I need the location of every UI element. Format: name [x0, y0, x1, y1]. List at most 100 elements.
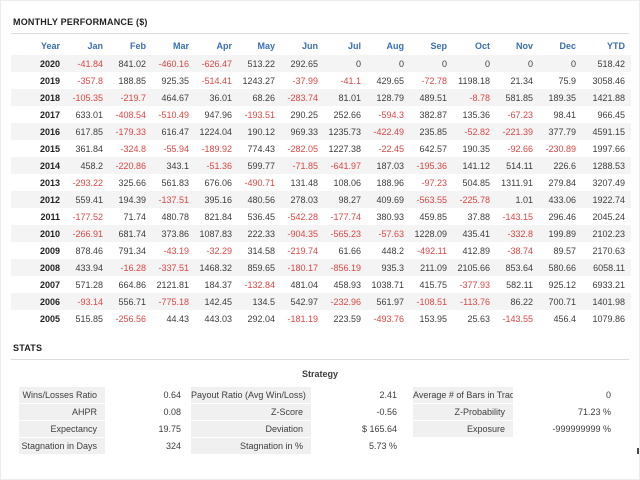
- stat-pair: Average # of Bars in Trade 0: [413, 387, 619, 403]
- value-cell: -856.19: [330, 262, 361, 273]
- table-row: 2012 559.41 194.39 -137.51 395.16 480.56 278.0…: [11, 191, 631, 208]
- value-cell: 81.01: [338, 92, 361, 103]
- column-header-apr: Apr: [216, 40, 233, 51]
- value-cell: 61.66: [338, 245, 361, 256]
- value-cell: 380.93: [376, 211, 404, 222]
- year-cell: 2009: [39, 245, 60, 256]
- value-cell: -256.56: [115, 313, 146, 324]
- stat-value: 0: [513, 387, 619, 403]
- value-cell: 223.59: [333, 313, 361, 324]
- value-cell: -460.16: [158, 58, 189, 69]
- value-cell: -132.84: [244, 279, 275, 290]
- stat-label: Stagnation in Days: [19, 438, 105, 454]
- value-cell: 194.39: [118, 194, 146, 205]
- value-cell: 853.64: [505, 262, 533, 273]
- value-cell: 199.89: [548, 228, 576, 239]
- value-cell: 1224.04: [199, 126, 232, 137]
- stat-pair: Exposure -999999999 %: [413, 421, 619, 437]
- value-cell: 559.41: [75, 194, 103, 205]
- value-cell: 279.84: [548, 177, 576, 188]
- value-cell: 616.47: [161, 126, 189, 137]
- table-row: 2017 633.01 -408.54 -510.49 947.96 -193.51 290…: [11, 106, 631, 123]
- value-cell: 536.45: [247, 211, 275, 222]
- value-cell: -514.41: [201, 75, 232, 86]
- value-cell: -510.49: [158, 109, 189, 120]
- stat-pair: Z-Probability 71.23 %: [413, 404, 619, 420]
- year-cell: 2005: [39, 313, 60, 324]
- value-cell: 513.22: [247, 58, 275, 69]
- value-cell: -232.96: [330, 296, 361, 307]
- value-cell: 504.85: [462, 177, 490, 188]
- stat-value: 5.73 %: [311, 438, 405, 454]
- monthly-performance-title: MONTHLY PERFORMANCE ($): [11, 15, 629, 34]
- value-cell: -377.93: [459, 279, 490, 290]
- stats-grid: Wins/Losses Ratio 0.64 Payout Ratio (Avg W…: [19, 387, 629, 454]
- value-cell: 1243.27: [242, 75, 275, 86]
- value-cell: 1038.71: [371, 279, 404, 290]
- screen-edge-artifact: [637, 448, 639, 454]
- value-cell: -137.51: [158, 194, 189, 205]
- stats-row: AHPR 0.08 Z-Score -0.56 Z-Probability 71.23 %: [19, 404, 629, 420]
- value-cell: 0: [355, 58, 361, 69]
- value-cell: -97.23: [421, 177, 447, 188]
- value-cell: 542.97: [290, 296, 318, 307]
- table-body: 2020 -41.84 841.02 -460.16 -626.47 513.22 292.…: [11, 55, 631, 327]
- year-cell: 2013: [39, 177, 60, 188]
- value-cell: 821.84: [204, 211, 232, 222]
- value-cell: 290.25: [290, 109, 318, 120]
- value-cell: 580.66: [548, 262, 576, 273]
- stat-label: Deviation: [191, 421, 311, 437]
- value-cell: 515.85: [75, 313, 103, 324]
- value-cell: 700.71: [548, 296, 576, 307]
- value-cell: -72.78: [421, 75, 447, 86]
- value-cell: -542.28: [287, 211, 318, 222]
- value-cell: 314.58: [247, 245, 275, 256]
- value-cell: 642.57: [419, 143, 447, 154]
- stats-section: STATS Strategy Wins/Losses Ratio 0.64 Payo…: [11, 341, 629, 454]
- column-header-aug: Aug: [386, 40, 405, 51]
- value-cell: 128.79: [376, 92, 404, 103]
- value-cell: -337.51: [158, 262, 189, 273]
- column-header-may: May: [257, 40, 275, 51]
- value-cell: -332.8: [507, 228, 533, 239]
- value-cell: 4591.15: [592, 126, 625, 137]
- value-cell: 409.69: [376, 194, 404, 205]
- value-cell: 361.84: [75, 143, 103, 154]
- table-header-row: Year Jan Feb Mar Apr May Jun Jul Aug Sep Oct Nov Dec…: [11, 36, 631, 55]
- value-cell: 1087.83: [199, 228, 232, 239]
- stat-value: 19.75: [105, 421, 189, 437]
- value-cell: -221.39: [502, 126, 533, 137]
- value-cell: -8.78: [469, 92, 490, 103]
- value-cell: 925.35: [161, 75, 189, 86]
- value-cell: 325.66: [118, 177, 146, 188]
- value-cell: 412.89: [462, 245, 490, 256]
- column-header-nov: Nov: [515, 40, 533, 51]
- year-cell: 2020: [39, 58, 60, 69]
- value-cell: 966.45: [597, 109, 625, 120]
- value-cell: 791.34: [118, 245, 146, 256]
- value-cell: -641.97: [330, 160, 361, 171]
- stat-label: Expectancy: [19, 421, 105, 437]
- value-cell: 75.9: [558, 75, 576, 86]
- table-row: 2018 -105.35 -219.7 464.67 36.01 68.26 -283.74…: [11, 89, 631, 106]
- year-cell: 2007: [39, 279, 60, 290]
- value-cell: 252.66: [333, 109, 361, 120]
- table-row: 2014 458.2 -220.86 343.1 -51.36 599.77 -71.85 -…: [11, 157, 631, 174]
- stat-label: Stagnation in %: [191, 438, 311, 454]
- column-header-dec: Dec: [559, 40, 576, 51]
- value-cell: 1235.73: [328, 126, 361, 137]
- year-cell: 2019: [39, 75, 60, 86]
- year-cell: 2018: [39, 92, 60, 103]
- stats-row: Wins/Losses Ratio 0.64 Payout Ratio (Avg W…: [19, 387, 629, 403]
- stat-label: AHPR: [19, 404, 105, 420]
- column-header-sep: Sep: [430, 40, 447, 51]
- column-header-jun: Jun: [301, 40, 318, 51]
- value-cell: 1421.88: [592, 92, 625, 103]
- value-cell: 278.03: [290, 194, 318, 205]
- value-cell: 581.85: [505, 92, 533, 103]
- value-cell: 141.12: [462, 160, 490, 171]
- value-cell: -41.84: [77, 58, 103, 69]
- value-cell: 1079.86: [592, 313, 625, 324]
- value-cell: -490.71: [244, 177, 275, 188]
- year-cell: 2014: [39, 160, 60, 171]
